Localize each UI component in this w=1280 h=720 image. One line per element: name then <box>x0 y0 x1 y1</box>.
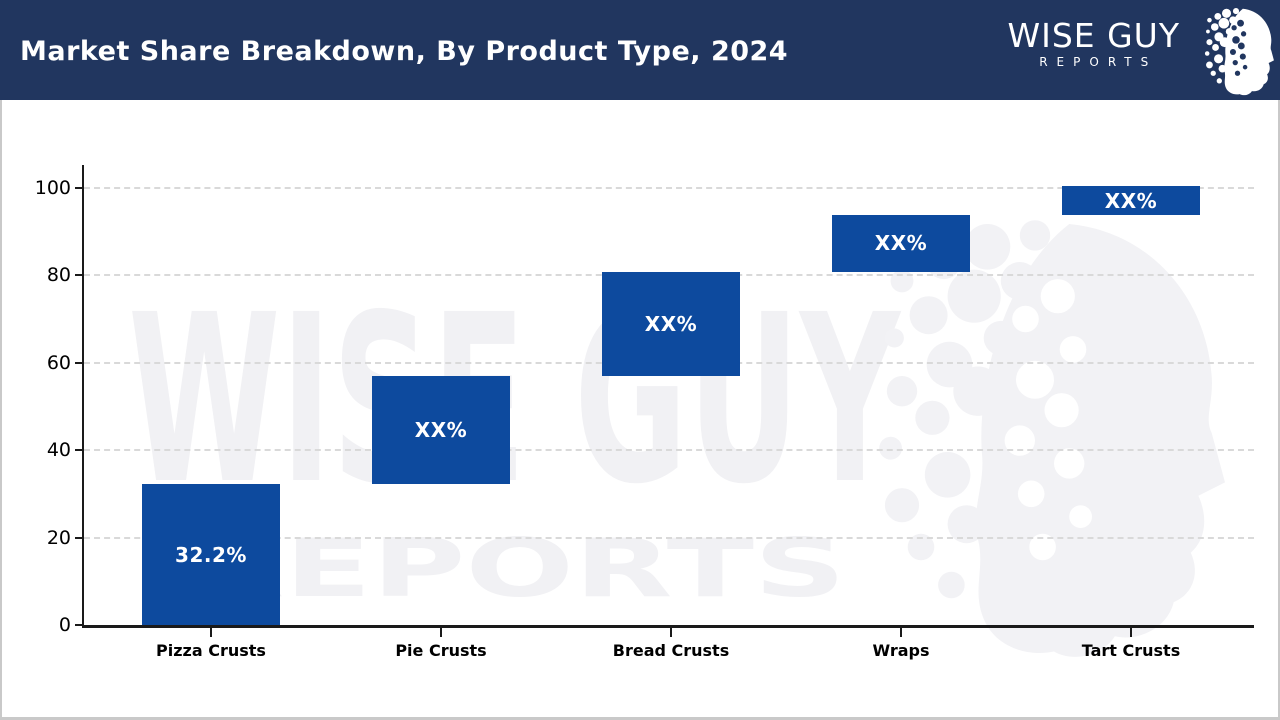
page-border-right <box>1278 100 1280 720</box>
wiseguy-logo: WISE GUY REPORTS <box>1007 16 1180 70</box>
page-border-left <box>0 100 2 720</box>
bar-value-label: XX% <box>874 231 928 256</box>
bar-segment-1: 32.2% <box>142 484 280 625</box>
y-tick-40 <box>75 449 84 451</box>
y-tick-100 <box>75 186 84 189</box>
x-category-label-5: Tart Crusts <box>1081 641 1181 660</box>
bar-value-label: XX% <box>644 311 698 336</box>
bar-segment-5: XX% <box>1062 186 1200 216</box>
y-tick-label-0: 0 <box>58 614 71 636</box>
bar-value-label: XX% <box>1104 188 1158 213</box>
bar-segment-3: XX% <box>602 271 740 377</box>
x-category-label-2: Pie Crusts <box>395 641 487 660</box>
x-tick-4 <box>900 628 902 637</box>
x-axis-line <box>82 625 1254 628</box>
y-tick-60 <box>75 361 84 364</box>
gridline-40 <box>84 449 1254 451</box>
bar-value-label: XX% <box>414 418 468 443</box>
logo-head-icon <box>1204 8 1274 96</box>
gridline-100 <box>84 186 1254 189</box>
x-category-label-3: Bread Crusts <box>612 641 730 660</box>
bar-segment-2: XX% <box>372 376 510 485</box>
x-tick-1 <box>210 628 212 637</box>
y-tick-label-40: 40 <box>46 439 71 461</box>
y-tick-20 <box>75 536 84 539</box>
bar-segment-4: XX% <box>832 215 970 272</box>
bar-value-label: 32.2% <box>175 542 247 567</box>
y-tick-label-20: 20 <box>46 526 71 549</box>
logo-subtitle: REPORTS <box>1039 55 1158 70</box>
x-tick-5 <box>1130 628 1132 637</box>
page-border-bottom <box>0 717 1280 720</box>
y-tick-80 <box>75 274 84 276</box>
logo-wordmark: WISE GUY <box>1007 16 1180 55</box>
y-tick-label-100: 100 <box>34 176 71 199</box>
page-title: Market Share Breakdown, By Product Type,… <box>20 36 789 67</box>
y-tick-label-80: 80 <box>46 264 71 286</box>
x-tick-3 <box>670 628 672 637</box>
x-category-label-4: Wraps <box>872 641 930 660</box>
y-tick-label-60: 60 <box>46 351 71 374</box>
gridline-20 <box>84 536 1254 539</box>
x-tick-2 <box>440 628 442 637</box>
waterfall-chart: 0 20 40 60 80 100 32.2% Pizza Crusts XX% Pie Crus… <box>0 100 1280 720</box>
y-axis-line <box>82 165 84 628</box>
x-category-label-1: Pizza Crusts <box>156 641 266 660</box>
header-bar: Market Share Breakdown, By Product Type,… <box>0 0 1280 100</box>
y-tick-0 <box>75 624 84 626</box>
